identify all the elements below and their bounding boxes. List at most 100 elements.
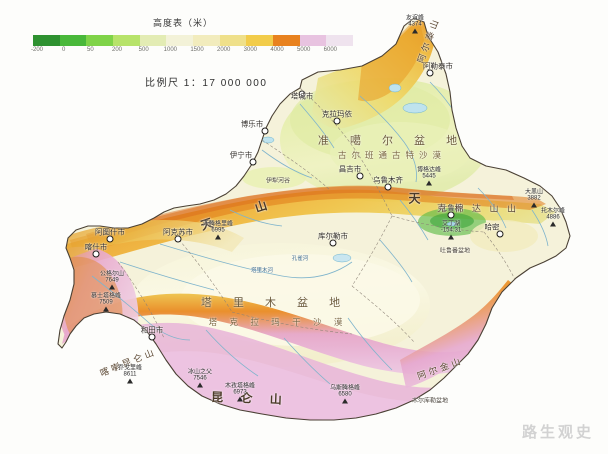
peak-marker-icon [197, 382, 203, 388]
legend-tick: 1000 [163, 47, 178, 53]
city-marker [106, 235, 114, 243]
city-label: 喀什市 [84, 242, 108, 252]
peak-label: 大黑山 3882 [525, 190, 543, 203]
peak-label: 艾丁湖 -154.31 [441, 222, 461, 235]
region-label: 古尔班通古特沙漠 [337, 150, 447, 160]
peak-name: 木孜塔格峰 [224, 383, 256, 390]
peak-name: 博格达峰 [416, 167, 442, 174]
mountain-range-label: 天 [408, 191, 428, 206]
city-marker [329, 239, 337, 247]
peak-label: 友谊峰 4374 [406, 16, 424, 29]
city-marker [333, 117, 341, 125]
peak-elevation: -154.31 [440, 228, 462, 234]
peak-name: 汗腾格里峰 [202, 221, 234, 228]
legend-tick: 6000 [323, 47, 338, 53]
city-label: 哈密 [484, 222, 500, 232]
peak-label: 汗腾格里峰 6995 [203, 222, 233, 235]
legend-swatch [59, 35, 87, 46]
legend-tick: 4000 [270, 47, 284, 53]
peak-name: 慕士塔格峰 [90, 293, 122, 300]
peak-marker-icon [237, 396, 243, 402]
peak-label: 博格达峰 5445 [417, 168, 441, 181]
city-marker [447, 211, 455, 219]
rivers-layer [91, 81, 549, 385]
peak-name: 大黑山 [524, 189, 544, 196]
peak-elevation: 6973 [233, 390, 247, 396]
legend-tick: 200 [111, 47, 123, 53]
peak-marker-icon [215, 234, 221, 240]
legend-swatch [246, 35, 274, 46]
peak-marker-icon [531, 202, 537, 208]
peak-elevation: 7546 [193, 376, 207, 382]
peak-marker-icon [342, 398, 348, 404]
city-marker [426, 69, 434, 77]
city-marker [384, 183, 392, 191]
peak-elevation: 4374 [408, 22, 422, 28]
peak-elevation: 3882 [527, 196, 541, 202]
legend-tick: 500 [138, 47, 149, 53]
region-label: 塔 里 木 盆 地 [200, 297, 350, 309]
city-label: 昌吉市 [338, 164, 362, 174]
peak-elevation: 6580 [338, 392, 352, 398]
peak-name: 冰山之父 [187, 369, 213, 376]
city-label: 阿克苏市 [163, 227, 193, 237]
city-label: 吐鲁番 [439, 203, 463, 213]
city-label: 库尔勒市 [318, 231, 348, 241]
legend-swatch [86, 35, 114, 46]
legend-tick: 3000 [243, 47, 258, 53]
legend-swatch [166, 35, 194, 46]
peak-label: 慕士塔格峰 7509 [91, 294, 121, 307]
mountain-range-label: 克 棉 达 山 山 [436, 203, 520, 214]
peak-elevation: 4886 [546, 215, 560, 221]
legend-swatch [326, 35, 354, 46]
peak-label: 乔戈里峰 8611 [118, 366, 142, 379]
legend-swatch [219, 35, 247, 46]
city-label: 塔城市 [290, 91, 314, 101]
peak-marker-icon [412, 28, 418, 34]
peak-label: 公格尔山 7649 [100, 272, 124, 285]
peak-name: 乔戈里峰 [117, 365, 143, 372]
legend-swatch [33, 35, 60, 46]
peak-elevation: 8611 [123, 372, 137, 378]
city-label: 克拉玛依 [322, 109, 352, 119]
legend-swatch [193, 35, 220, 46]
city-marker [356, 172, 364, 180]
legend-swatch [273, 35, 300, 46]
region-label: 塔里木河 [250, 268, 274, 274]
city-label: 阿勒泰市 [423, 61, 453, 71]
legend-swatch [139, 35, 167, 46]
peak-marker-icon [109, 284, 115, 290]
peak-label: 托木尔峰 4886 [541, 209, 565, 222]
peak-name: 公格尔山 [99, 271, 125, 278]
legend-tick: 2000 [216, 47, 231, 53]
legend-swatch [299, 35, 327, 46]
legend-color-bar [33, 35, 354, 46]
peak-name: 友谊峰 [405, 15, 425, 22]
internal-boundaries [117, 87, 523, 343]
city-marker [148, 333, 156, 341]
city-label: 博乐市 [240, 119, 264, 129]
peak-marker-icon [550, 221, 556, 227]
city-label: 伊宁市 [229, 150, 253, 160]
city-label: 阿图什市 [95, 227, 125, 237]
map-scale: 比例尺 1：17 000 000 [145, 78, 268, 89]
peak-marker-icon [127, 378, 133, 384]
legend-tick: -200 [30, 47, 44, 53]
city-marker [174, 235, 182, 243]
peak-elevation: 7509 [99, 300, 113, 306]
peak-elevation: 5445 [422, 174, 436, 180]
mountain-range-label: 阿尔金山 [415, 355, 465, 382]
city-label: 和田市 [140, 325, 164, 335]
peak-elevation: 7649 [105, 278, 119, 284]
peak-label: 冰山之父 7546 [188, 370, 212, 383]
legend-tick: 50 [86, 47, 94, 53]
city-marker [261, 127, 269, 135]
peak-name: 托木尔峰 [540, 208, 566, 215]
peak-label: 乌斯腾格峰 6580 [330, 386, 360, 399]
peak-name: 乌斯腾格峰 [329, 385, 361, 392]
city-marker [249, 158, 257, 166]
legend-swatch [113, 35, 140, 46]
city-marker [496, 230, 504, 238]
